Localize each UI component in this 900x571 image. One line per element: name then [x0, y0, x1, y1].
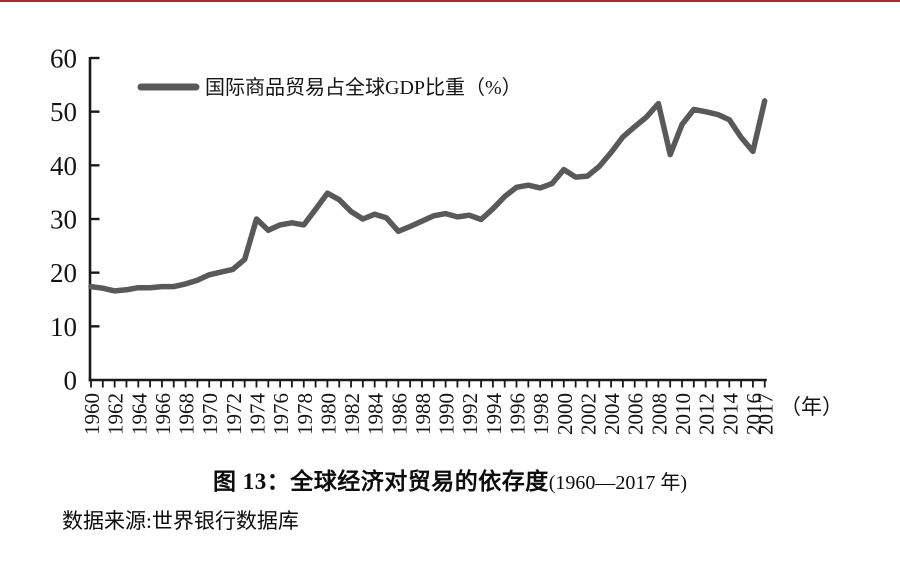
x-tick-label: 2012 [695, 393, 719, 435]
x-axis-unit-label: （年） [780, 395, 843, 419]
x-tick-label: 2010 [671, 393, 695, 435]
x-tick-label: 1968 [175, 393, 199, 435]
x-tick-label: 2016 [742, 393, 766, 435]
y-tick-label: 60 [50, 44, 77, 74]
x-tick-label: 2014 [718, 393, 742, 436]
x-tick-label: 1964 [127, 393, 151, 436]
y-tick-label: 50 [50, 97, 77, 127]
top-red-rule [0, 0, 900, 2]
x-tick-label: 1990 [435, 393, 459, 435]
data-source-note: 数据来源:世界银行数据库 [62, 509, 299, 533]
figure-caption-number: 图 13： [212, 469, 291, 494]
x-tick-label: 2004 [600, 393, 624, 436]
x-tick-label: 2002 [576, 393, 600, 435]
x-tick-label: 1992 [458, 393, 482, 435]
figure-caption: 图 13：全球经济对贸易的依存度(1960—2017 年) [0, 462, 900, 496]
trade-share-line [88, 98, 768, 294]
x-tick-label: 1960 [80, 393, 104, 435]
figure-caption-range: (1960—2017 年) [548, 472, 688, 494]
x-tick-label: 1994 [482, 393, 506, 436]
x-tick-label: 2000 [553, 393, 577, 435]
figure-caption-title: 全球经济对贸易的依存度 [290, 469, 549, 494]
y-tick-label: 0 [64, 366, 78, 396]
x-tick-label: 1998 [529, 393, 553, 435]
x-tick-label: 1970 [198, 393, 222, 435]
x-tick-label: 2017 [754, 393, 778, 435]
x-tick-label: 2006 [624, 393, 648, 435]
x-tick-label: 1982 [340, 393, 364, 435]
y-tick-label: 30 [50, 205, 77, 235]
x-tick-label: 1966 [151, 393, 175, 435]
y-tick-label: 20 [50, 258, 77, 288]
x-tick-label: 1986 [387, 393, 411, 435]
x-tick-label: 1978 [293, 393, 317, 435]
y-tick-label: 10 [50, 312, 77, 342]
legend-label: 国际商品贸易占全球GDP比重（%） [205, 76, 522, 99]
x-tick-label: 1996 [506, 393, 530, 435]
x-tick-label: 1988 [411, 393, 435, 435]
x-tick-label: 1980 [316, 393, 340, 435]
x-tick-label: 1974 [245, 393, 269, 436]
x-tick-label: 1962 [104, 393, 128, 435]
x-tick-label: 1984 [364, 393, 388, 436]
x-tick-label: 1972 [222, 393, 246, 435]
x-tick-label: 1976 [269, 393, 293, 435]
y-tick-label: 40 [50, 151, 77, 181]
x-tick-label: 2008 [647, 393, 671, 435]
